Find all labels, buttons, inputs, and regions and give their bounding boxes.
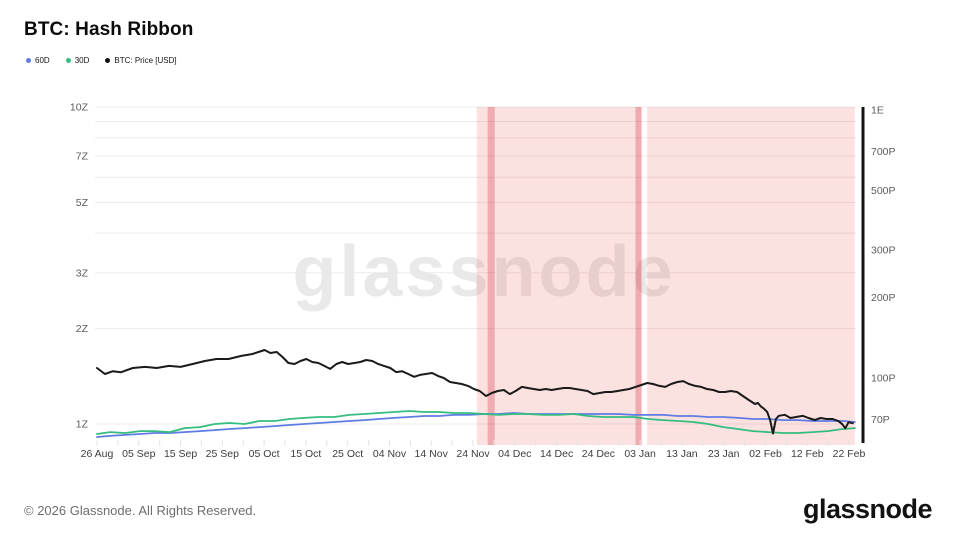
right-axis-label: 200P bbox=[871, 292, 896, 304]
chart-legend: 60D 30D BTC: Price [USD] bbox=[26, 56, 177, 65]
left-axis-label: 7Z bbox=[76, 151, 89, 163]
x-axis-label: 13 Jan bbox=[666, 448, 698, 460]
x-axis-label: 04 Nov bbox=[373, 448, 407, 460]
right-axis-label: 500P bbox=[871, 185, 896, 197]
x-axis-label: 05 Oct bbox=[249, 448, 280, 460]
glassnode-logo: glassnode bbox=[802, 494, 933, 524]
x-axis-label: 14 Nov bbox=[415, 448, 449, 460]
legend-label-60d: 60D bbox=[35, 56, 50, 65]
legend-dot-60d-icon bbox=[26, 58, 31, 63]
page-title: BTC: Hash Ribbon bbox=[24, 19, 194, 40]
right-axis-label: 70P bbox=[871, 414, 890, 426]
legend-item-60d[interactable]: 60D bbox=[26, 56, 50, 65]
left-axis-label: 1Z bbox=[76, 419, 89, 431]
series-line-60d bbox=[96, 412, 856, 438]
legend-label-30d: 30D bbox=[74, 56, 90, 65]
series-line-30d bbox=[96, 410, 856, 435]
hash-ribbon-chart[interactable]: glassnode 26 Aug 05 Sep 15 Sep 25 Sep 05 Oct 1… bbox=[0, 0, 960, 490]
left-axis-label: 10Z bbox=[70, 102, 89, 114]
x-axis-label: 26 Aug bbox=[81, 448, 114, 460]
copyright-text: © 2026 Glassnode. All Rights Reserved. bbox=[24, 503, 257, 518]
x-axis-label: 25 Sep bbox=[206, 448, 239, 460]
left-axis-label: 5Z bbox=[76, 197, 89, 209]
right-axis-label: 700P bbox=[871, 146, 896, 158]
x-axis-label: 03 Jan bbox=[624, 448, 656, 460]
right-axis-label: 100P bbox=[871, 373, 896, 385]
right-axis-label: 1E bbox=[871, 105, 884, 117]
left-axis-label: 2Z bbox=[76, 323, 89, 335]
x-axis-label: 15 Sep bbox=[164, 448, 197, 460]
capitulation-band bbox=[476, 107, 643, 445]
x-axis-label: 14 Dec bbox=[540, 448, 573, 460]
left-axis-label: 3Z bbox=[76, 267, 89, 279]
x-axis-label: 12 Feb bbox=[791, 448, 824, 460]
x-axis-label: 24 Nov bbox=[456, 448, 490, 460]
event-stripe bbox=[635, 107, 642, 445]
x-axis-label: 02 Feb bbox=[749, 448, 782, 460]
legend-dot-30d-icon bbox=[65, 58, 71, 63]
capitulation-band bbox=[647, 107, 855, 445]
x-axis-label: 25 Oct bbox=[332, 448, 363, 460]
x-axis-label: 24 Dec bbox=[582, 448, 615, 460]
series-line-btc-price-usd bbox=[96, 349, 854, 435]
legend-item-price[interactable]: BTC: Price [USD] bbox=[105, 56, 177, 65]
x-axis-label: 15 Oct bbox=[290, 448, 321, 460]
x-axis-label: 23 Jan bbox=[708, 448, 740, 460]
x-axis-label: 22 Feb bbox=[833, 448, 866, 460]
x-axis-label: 05 Sep bbox=[122, 448, 155, 460]
legend-dot-price-icon bbox=[105, 58, 111, 63]
event-stripe bbox=[487, 107, 495, 445]
legend-label-price: BTC: Price [USD] bbox=[114, 56, 177, 65]
glassnode-watermark: glassnode bbox=[292, 232, 675, 312]
x-axis-label: 04 Dec bbox=[498, 448, 531, 460]
legend-item-30d[interactable]: 30D bbox=[65, 56, 90, 65]
right-axis-label: 300P bbox=[871, 245, 896, 257]
